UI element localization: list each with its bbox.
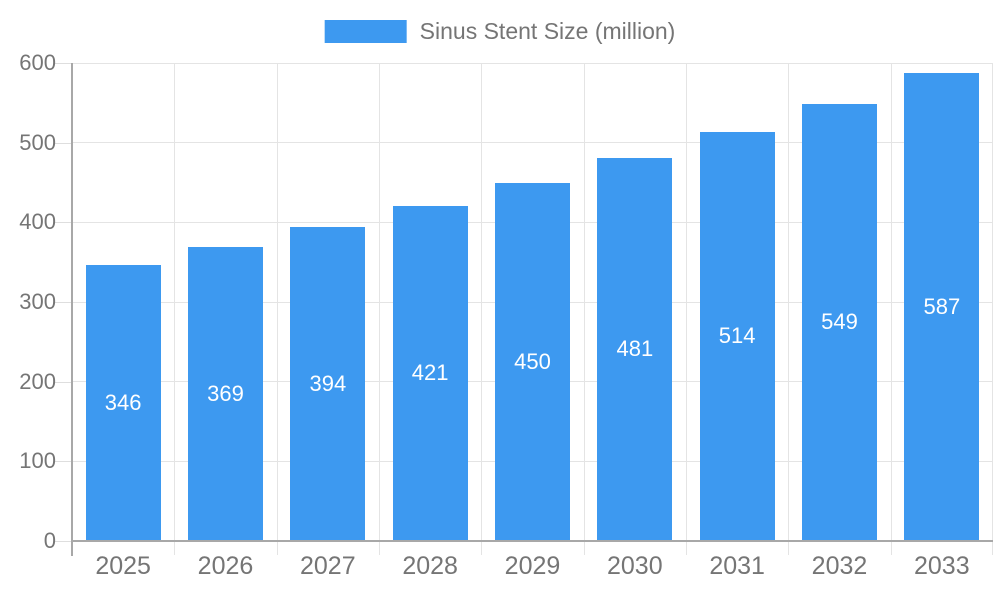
gridline-x — [277, 63, 278, 541]
y-axis-tick — [54, 541, 71, 542]
legend-swatch-icon — [324, 20, 407, 43]
gridline-y-600 — [72, 62, 993, 64]
y-axis-label-100: 100 — [19, 448, 56, 474]
gridline-x — [992, 63, 993, 541]
bar-value-label-2028: 421 — [411, 360, 449, 386]
y-axis-label-200: 200 — [19, 368, 56, 394]
gridline-x — [174, 63, 175, 541]
x-axis-tick — [891, 541, 892, 555]
x-axis-tick — [992, 541, 993, 555]
y-axis-tick — [54, 381, 71, 383]
bar-value-label-2026: 369 — [207, 381, 244, 407]
bar-value-label-2033: 587 — [923, 294, 961, 320]
bar-value-label-2027: 394 — [309, 371, 347, 397]
y-axis-label-500: 500 — [19, 129, 56, 155]
y-axis-tick — [54, 63, 71, 64]
x-axis-label-2027: 2027 — [300, 552, 356, 580]
x-axis-tick — [379, 541, 380, 555]
bar-value-label-2030: 481 — [616, 336, 654, 362]
x-axis-tick — [481, 541, 482, 555]
bar-2032[interactable]: 549 — [802, 103, 877, 541]
x-axis-label-2031: 2031 — [709, 552, 765, 580]
bar-value-label-2032: 549 — [821, 309, 858, 335]
x-axis-tick — [584, 541, 585, 555]
y-axis-tick — [54, 461, 71, 463]
y-axis-tick — [54, 142, 71, 144]
x-axis-label-2029: 2029 — [504, 552, 561, 580]
x-axis-tick — [788, 541, 789, 555]
bar-2033[interactable]: 587 — [904, 73, 980, 541]
y-axis-tick — [54, 302, 71, 303]
y-axis-label-400: 400 — [19, 209, 56, 235]
gridline-x — [686, 63, 687, 541]
gridline-x — [379, 63, 380, 541]
y-axis-line — [71, 63, 73, 556]
gridline-x — [481, 63, 482, 541]
bar-value-label-2029: 450 — [514, 348, 551, 374]
x-axis-label-2028: 2028 — [402, 552, 458, 580]
y-axis-tick — [54, 222, 71, 224]
bar-2031[interactable]: 514 — [699, 131, 775, 541]
x-axis-label-2033: 2033 — [914, 552, 970, 580]
x-axis-tick — [277, 541, 278, 555]
x-axis-label-2026: 2026 — [197, 552, 254, 580]
x-axis-tick — [174, 541, 175, 555]
y-axis-label-0: 0 — [43, 528, 56, 553]
bar-2029[interactable]: 450 — [495, 182, 570, 541]
bar-value-label-2025: 346 — [104, 390, 142, 416]
x-axis-tick — [686, 541, 687, 555]
gridline-x — [584, 63, 585, 541]
y-axis-label-300: 300 — [19, 289, 56, 314]
gridline-x — [788, 63, 789, 541]
gridline-x — [891, 63, 892, 541]
bar-2028[interactable]: 421 — [392, 205, 468, 541]
x-axis-label-2032: 2032 — [811, 552, 868, 580]
y-axis-label-600: 600 — [19, 50, 56, 75]
legend-item[interactable]: Sinus Stent Size (million) — [324, 18, 676, 45]
legend-label: Sinus Stent Size (million) — [419, 18, 676, 44]
bar-2025[interactable]: 346 — [85, 265, 161, 541]
plot-area: 346 369 394 421 450 481 514 549 587 — [72, 62, 993, 555]
x-axis-label-2030: 2030 — [607, 552, 663, 580]
bar-2026[interactable]: 369 — [188, 247, 263, 541]
bar-value-label-2031: 514 — [718, 323, 756, 349]
x-axis-line — [72, 540, 993, 542]
gridline-y-500 — [72, 142, 993, 144]
x-axis-label-2025: 2025 — [95, 552, 151, 580]
bar-2030[interactable]: 481 — [597, 157, 673, 541]
bar-2027[interactable]: 394 — [290, 227, 366, 541]
